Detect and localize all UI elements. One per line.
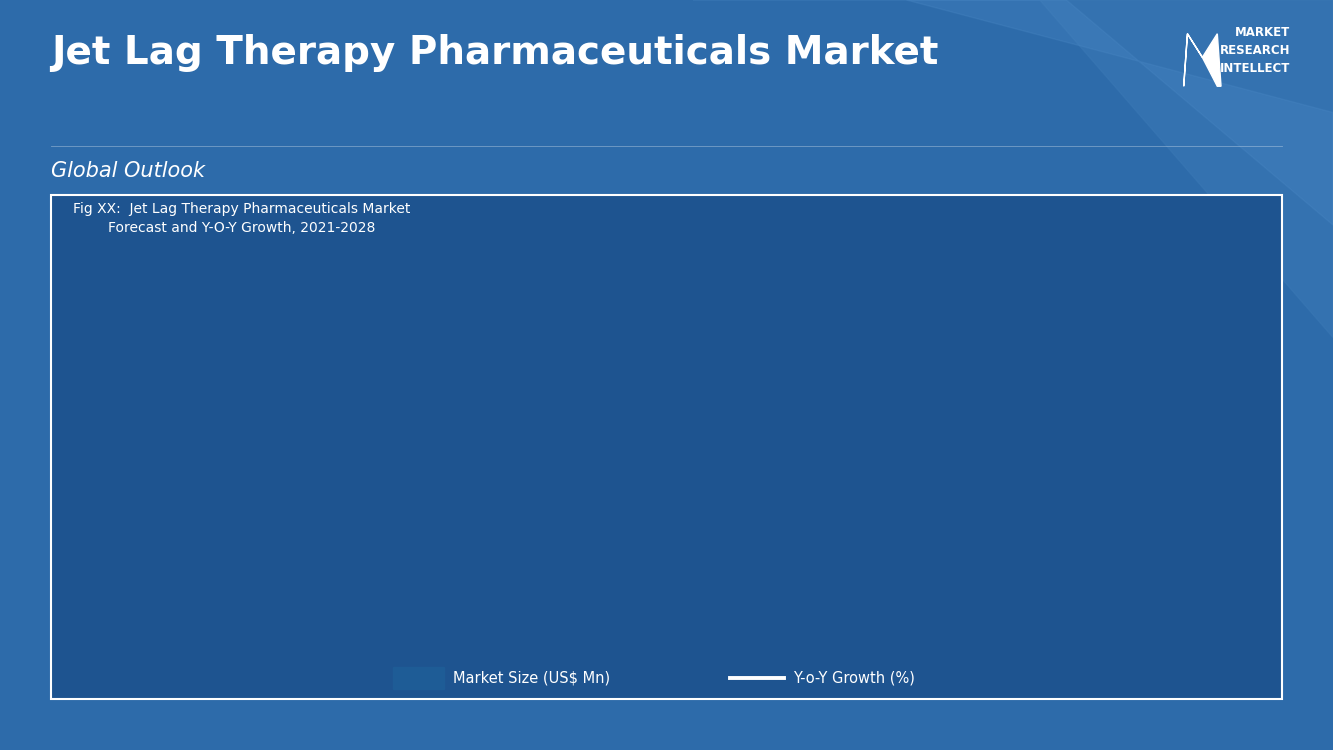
Polygon shape [906, 0, 1333, 225]
Text: XX: XX [1182, 347, 1208, 365]
Text: XX: XX [901, 388, 926, 406]
Bar [175, 548, 248, 608]
Bar [737, 436, 810, 608]
Text: XX: XX [199, 508, 224, 526]
Text: MARKET
RESEARCH
INTELLECT: MARKET RESEARCH INTELLECT [1220, 26, 1290, 75]
Circle shape [1158, 374, 1232, 395]
Text: XX: XX [620, 428, 645, 446]
Text: XX: XX [1182, 358, 1208, 376]
Text: XX: XX [761, 399, 786, 417]
Bar [456, 488, 529, 608]
Text: XX: XX [480, 479, 505, 497]
Text: XX: XX [199, 511, 224, 529]
Text: XX: XX [339, 499, 365, 517]
Bar [1018, 400, 1090, 608]
Text: XX: XX [339, 472, 365, 490]
Bar [316, 508, 388, 608]
Bar [393, 667, 444, 689]
Bar [596, 460, 669, 608]
Text: Forecast and Y-O-Y Growth, 2021-2028: Forecast and Y-O-Y Growth, 2021-2028 [73, 220, 376, 235]
Text: Global Outlook: Global Outlook [51, 161, 205, 182]
Text: XX: XX [620, 423, 645, 441]
Text: XX: XX [901, 408, 926, 426]
Text: XX: XX [1041, 392, 1068, 410]
Text: XX: XX [1041, 364, 1068, 382]
Text: XX: XX [901, 380, 926, 398]
Polygon shape [693, 0, 1333, 338]
Bar [1158, 385, 1232, 608]
Circle shape [316, 498, 388, 518]
Text: XX: XX [1041, 375, 1068, 393]
Text: XX: XX [761, 427, 786, 445]
Circle shape [737, 426, 810, 447]
Text: Jet Lag Therapy Pharmaceuticals Market: Jet Lag Therapy Pharmaceuticals Market [51, 34, 938, 72]
Circle shape [596, 450, 669, 471]
Bar [877, 417, 950, 608]
Polygon shape [1184, 34, 1221, 86]
Circle shape [877, 406, 950, 427]
Text: XX: XX [199, 538, 224, 556]
FancyBboxPatch shape [51, 195, 1282, 699]
Text: Fig XX:  Jet Lag Therapy Pharmaceuticals Market: Fig XX: Jet Lag Therapy Pharmaceuticals … [73, 202, 411, 217]
Text: XX: XX [620, 452, 645, 470]
Text: Y-o-Y Growth (%): Y-o-Y Growth (%) [793, 670, 914, 686]
Text: XX: XX [480, 452, 505, 470]
Text: XX: XX [1182, 376, 1208, 394]
Circle shape [1018, 391, 1090, 411]
Circle shape [175, 538, 248, 558]
Text: XX: XX [339, 471, 365, 489]
Circle shape [456, 478, 529, 499]
Text: Market Size (US$ Mn): Market Size (US$ Mn) [453, 670, 611, 686]
Text: XX: XX [480, 451, 505, 469]
Text: XX: XX [761, 409, 786, 427]
